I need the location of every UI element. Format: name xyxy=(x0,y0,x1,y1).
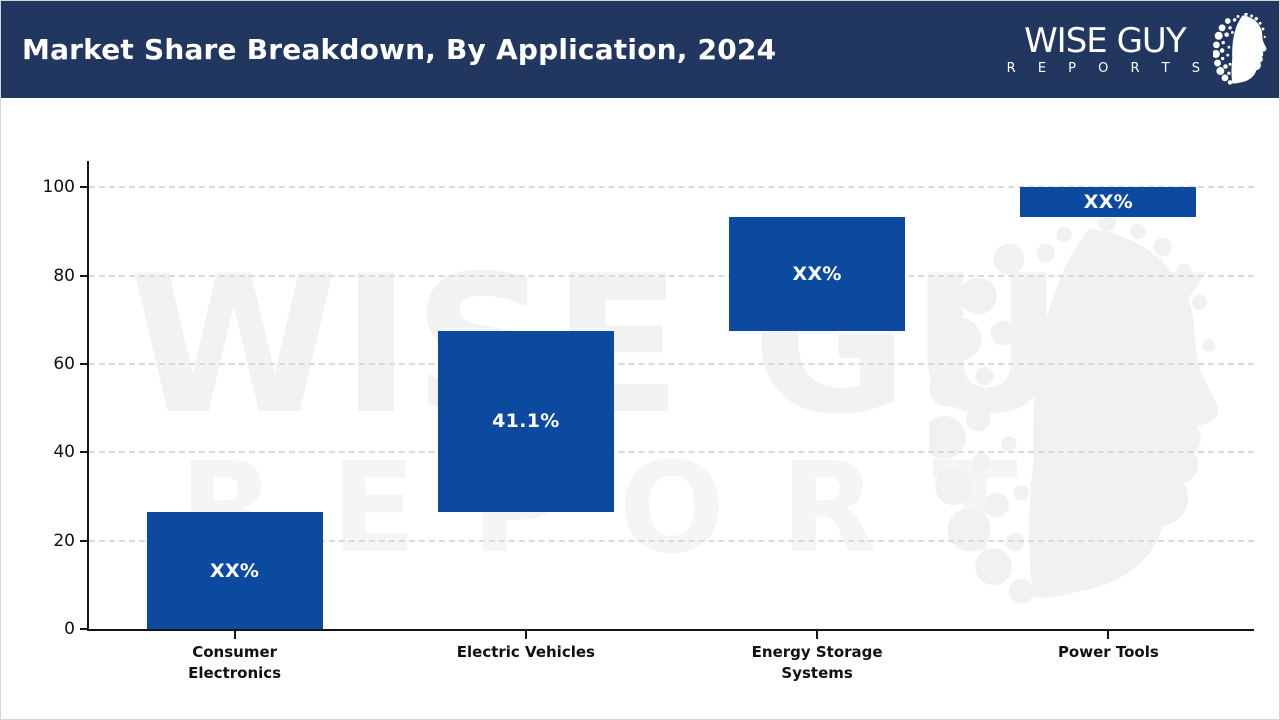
gridline xyxy=(89,539,1254,542)
bar-value-label: XX% xyxy=(792,262,842,285)
bar-value-label: 41.1% xyxy=(492,410,560,433)
watermark-wordmark: WISE GUY xyxy=(129,235,1206,456)
logo-wordmark: WISE GUY xyxy=(1024,21,1187,62)
bar-3: XX% xyxy=(729,216,906,331)
y-axis-spine xyxy=(87,161,89,631)
face-profile-dots-icon xyxy=(1213,13,1267,87)
y-tick-mark xyxy=(80,363,88,366)
bar-2: 41.1% xyxy=(437,330,614,512)
chart-title: Market Share Breakdown, By Application, … xyxy=(22,33,777,66)
bar-1: XX% xyxy=(146,512,323,629)
x-tick-mark xyxy=(1107,631,1110,639)
y-tick-mark xyxy=(80,451,88,454)
y-tick-label: 80 xyxy=(53,265,75,286)
gridline xyxy=(89,186,1254,189)
x-tick-label: Electric Vehicles xyxy=(456,643,595,661)
bar-value-label: XX% xyxy=(1083,191,1133,214)
logo-subtext: R E P O R T S xyxy=(1006,60,1209,76)
y-tick-label: 100 xyxy=(42,177,75,198)
gridline xyxy=(89,274,1254,277)
y-tick-mark xyxy=(80,274,88,277)
x-axis-spine xyxy=(87,629,1254,631)
y-tick-mark xyxy=(80,186,88,189)
bar-4: XX% xyxy=(1020,187,1197,217)
bar-value-label: XX% xyxy=(210,559,260,582)
y-tick-label: 0 xyxy=(64,619,75,639)
y-tick-mark xyxy=(80,539,88,542)
wise-guy-logo: WISE GUY R E P O R T S xyxy=(1001,9,1267,91)
gridline xyxy=(89,451,1254,454)
x-tick-label: Consumer Electronics xyxy=(188,643,282,682)
header-banner: Market Share Breakdown, By Application, … xyxy=(1,1,1279,98)
y-tick-mark xyxy=(80,628,88,630)
y-tick-label: 20 xyxy=(53,530,75,551)
x-tick-mark xyxy=(816,631,819,639)
x-tick-label: Power Tools xyxy=(1057,643,1159,661)
x-tick-label: Energy Storage Systems xyxy=(751,643,883,682)
x-tick-mark xyxy=(524,631,527,639)
gridline xyxy=(89,363,1254,366)
x-tick-mark xyxy=(233,631,236,639)
y-tick-label: 60 xyxy=(53,354,75,375)
y-tick-label: 40 xyxy=(53,442,75,463)
